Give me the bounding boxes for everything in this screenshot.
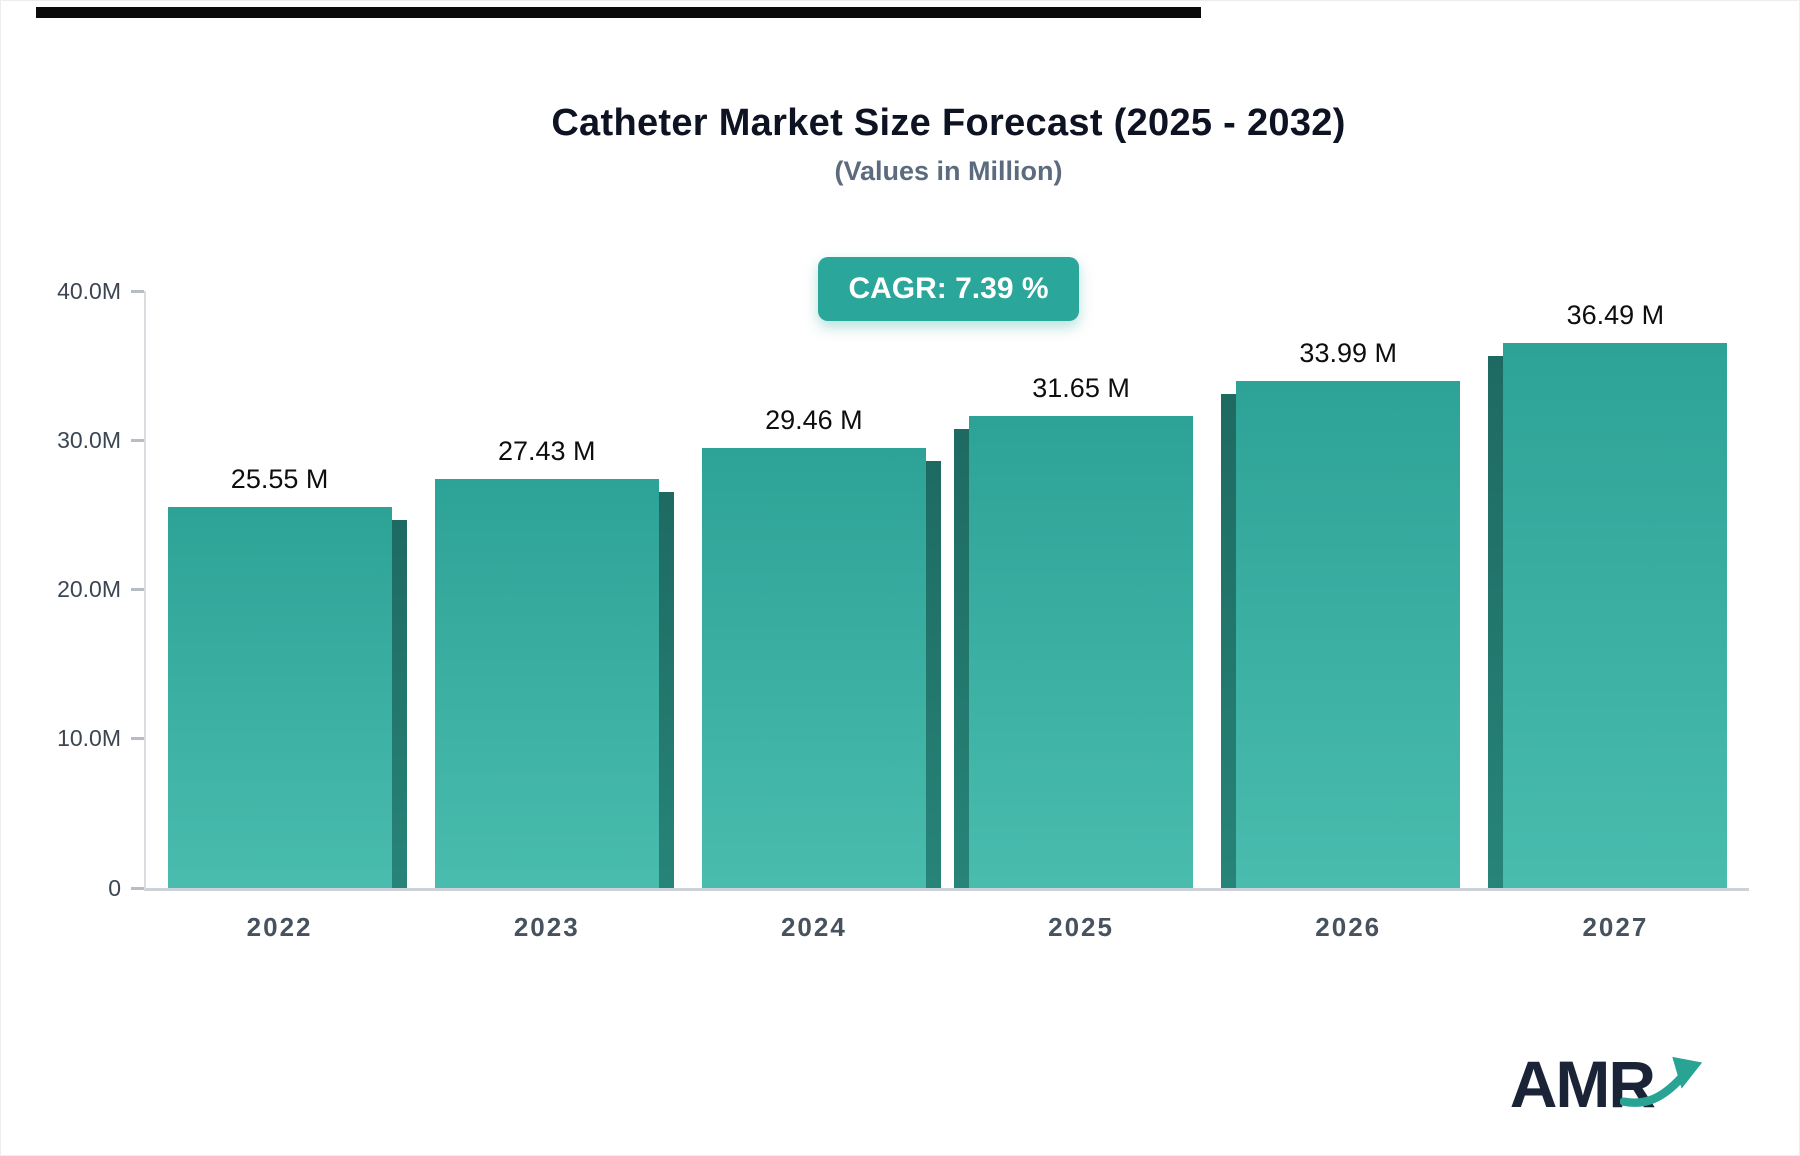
bar <box>701 448 941 888</box>
bar-3d-edge <box>658 492 674 888</box>
y-tick-mark <box>131 737 144 741</box>
y-tick: 20.0M <box>57 576 144 603</box>
bar-group: 25.55 M 2022 <box>167 291 407 942</box>
bar <box>1221 381 1461 888</box>
y-tick: 10.0M <box>57 725 144 752</box>
y-tick-label: 40.0M <box>57 277 121 304</box>
bar-3d-edge <box>954 429 970 888</box>
bar-chart: 40.0M 30.0M 20.0M 10.0M 0 25.55 M 2022 27.43 M… <box>31 278 1751 942</box>
y-tick: 40.0M <box>57 278 144 304</box>
bar <box>434 479 674 888</box>
top-bar <box>36 7 1201 18</box>
y-tick-label: 20.0M <box>57 576 121 602</box>
chart-header: Catheter Market Size Forecast (2025 - 20… <box>146 101 1751 321</box>
y-tick-mark <box>131 588 144 591</box>
bar <box>954 416 1194 888</box>
y-tick-label: 0 <box>108 874 121 901</box>
bar-group: 31.65 M 2025 <box>954 291 1194 942</box>
bar <box>167 507 407 888</box>
y-tick: 0 <box>108 875 144 901</box>
x-axis-label: 2026 <box>1315 912 1382 942</box>
cagr-badge: CAGR: 7.39 % <box>818 257 1079 321</box>
bar-3d-edge <box>391 520 407 888</box>
bar-3d-edge <box>1488 356 1504 888</box>
y-axis: 40.0M 30.0M 20.0M 10.0M 0 <box>31 278 144 901</box>
bar-group: 36.49 M 2027 <box>1488 291 1728 942</box>
y-tick-label: 30.0M <box>57 426 121 453</box>
x-axis-label: 2022 <box>246 912 313 942</box>
bar-value-label: 36.49 M <box>1566 300 1665 330</box>
y-tick-mark <box>131 438 144 442</box>
amr-logo: AMR <box>1510 1051 1704 1117</box>
bar-value-label: 25.55 M <box>230 464 329 494</box>
logo-arrow-icon <box>1620 1056 1703 1107</box>
x-axis-label: 2023 <box>513 912 580 942</box>
chart-title: Catheter Market Size Forecast (2025 - 20… <box>551 102 1346 144</box>
plot-area: 25.55 M 2022 27.43 M 2023 29.46 M 2024 31.65 M… <box>144 291 1749 942</box>
x-axis-label: 2027 <box>1582 912 1649 942</box>
bar <box>1488 343 1728 888</box>
chart-subtitle: (Values in Million) <box>834 156 1063 186</box>
bar-group: 27.43 M 2023 <box>434 291 674 942</box>
x-axis-label: 2025 <box>1048 912 1114 942</box>
bar-3d-edge <box>925 461 941 888</box>
bar-group: 33.99 M 2026 <box>1221 291 1461 942</box>
bar-value-label: 27.43 M <box>497 436 596 466</box>
y-tick-mark <box>131 886 144 890</box>
bar-value-label: 33.99 M <box>1299 338 1397 368</box>
y-tick-mark <box>131 289 144 293</box>
bar-value-label: 31.65 M <box>1032 373 1130 403</box>
y-tick: 30.0M <box>57 427 144 453</box>
bar-value-label: 29.46 M <box>765 405 863 435</box>
bar-group: 29.46 M 2024 <box>701 291 941 942</box>
bar-3d-edge <box>1221 394 1237 888</box>
x-axis-label: 2024 <box>780 912 847 942</box>
y-tick-label: 10.0M <box>57 725 121 752</box>
